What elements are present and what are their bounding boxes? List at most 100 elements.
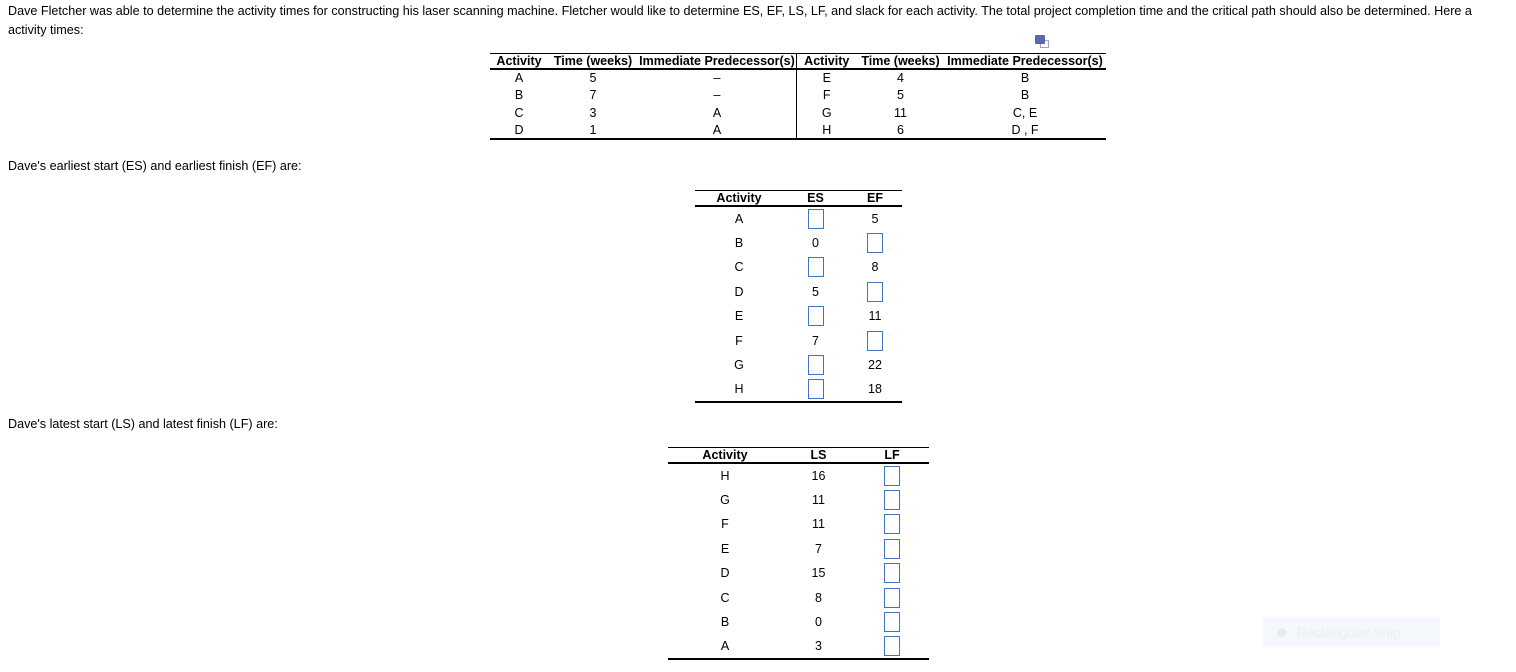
es-input-A[interactable] — [807, 208, 824, 229]
cell-es: 5 — [812, 284, 819, 299]
lf-input-G[interactable] — [884, 489, 900, 510]
lf-input-E[interactable] — [884, 538, 900, 559]
header-row: Activity Time (weeks) Immediate Predeces… — [490, 53, 796, 70]
cell-predecessor: A — [712, 122, 722, 137]
table-row: A 5 – — [490, 69, 796, 87]
col-header-ef: EF — [848, 190, 902, 207]
cell-activity: G — [734, 358, 744, 373]
activity-table-left: Activity Time (weeks) Immediate Predeces… — [490, 53, 796, 140]
lf-input-A[interactable] — [884, 636, 900, 657]
problem-statement: Dave Fletcher was able to determine the … — [8, 2, 1516, 40]
cell-ls: 16 — [811, 468, 826, 483]
activity-times-table: Activity Time (weeks) Immediate Predeces… — [490, 53, 1106, 140]
es-input-E[interactable] — [807, 306, 824, 327]
cell-time: 1 — [589, 122, 597, 137]
cell-activity: A — [514, 71, 524, 86]
cell-activity: G — [821, 105, 832, 120]
col-header-activity: Activity — [796, 53, 857, 70]
cell-ls: 11 — [812, 517, 825, 532]
table-row: G 11 — [668, 488, 929, 513]
es-input-H[interactable] — [807, 379, 824, 400]
table-row: B 0 — [668, 610, 929, 635]
table-row: E 4 B — [797, 69, 1106, 87]
cell-activity: F — [721, 517, 729, 532]
cell-activity: C — [734, 260, 744, 275]
ef-input-D[interactable] — [867, 281, 883, 302]
col-header-time: Time (weeks) — [856, 53, 945, 70]
cell-time: 11 — [894, 105, 907, 120]
cell-ef: 22 — [868, 358, 882, 373]
table-row: E 11 — [695, 304, 902, 329]
cell-ls: 0 — [815, 615, 822, 630]
cell-predecessor: B — [1020, 71, 1030, 86]
cell-time: 5 — [589, 71, 597, 86]
cell-predecessor: – — [713, 71, 721, 86]
cell-activity: H — [822, 122, 832, 137]
header-row: Activity Time (weeks) Immediate Predeces… — [796, 53, 1106, 70]
lf-input-B[interactable] — [884, 612, 900, 633]
table-row: F 5 B — [797, 87, 1106, 105]
cell-es: 0 — [812, 235, 819, 250]
lf-input-F[interactable] — [884, 514, 900, 535]
header-row: Activity ES EF — [695, 190, 902, 207]
cell-time: 6 — [897, 122, 904, 137]
cell-activity: D — [720, 566, 730, 581]
col-header-ls: LS — [782, 447, 855, 464]
cell-predecessor: B — [1020, 88, 1030, 103]
cell-time: 3 — [589, 105, 597, 120]
cell-activity: A — [734, 211, 744, 226]
es-input-C[interactable] — [807, 257, 824, 278]
cell-predecessor: D , F — [1011, 122, 1039, 137]
table-row: B 0 — [695, 231, 902, 256]
cell-predecessor: C, E — [1012, 105, 1038, 120]
esef-table: Activity ES EF A 5 B 0 C 8 D 5 E 11 — [695, 190, 902, 403]
table-row: F 11 — [668, 512, 929, 537]
table-row: G 22 — [695, 353, 902, 378]
cell-time: 7 — [589, 88, 597, 103]
lf-input-H[interactable] — [884, 465, 900, 486]
lf-input-D[interactable] — [884, 563, 900, 584]
cell-ls: 8 — [815, 590, 822, 605]
table-row: E 7 — [668, 537, 929, 562]
cell-ls: 11 — [812, 492, 825, 507]
ef-input-B[interactable] — [867, 232, 883, 253]
cell-ef: 8 — [871, 260, 879, 275]
cell-ls: 7 — [815, 541, 822, 556]
cell-activity: B — [514, 88, 524, 103]
ef-input-F[interactable] — [867, 330, 883, 351]
cell-activity: E — [734, 309, 744, 324]
cell-time: 5 — [897, 88, 904, 103]
table-row: F 7 — [695, 329, 902, 354]
es-input-G[interactable] — [807, 355, 824, 376]
cell-es: 7 — [812, 333, 819, 348]
problem-statement-line1: Dave Fletcher was able to determine the … — [8, 4, 1472, 18]
activity-table-right: Activity Time (weeks) Immediate Predeces… — [796, 53, 1106, 140]
esef-caption: Dave's earliest start (ES) and earliest … — [8, 159, 302, 173]
snip-dot-icon — [1277, 627, 1286, 637]
cell-activity: D — [734, 284, 744, 299]
header-row: Activity LS LF — [668, 447, 929, 464]
table-row: D 1 A — [490, 122, 796, 140]
table-row: C 8 — [668, 586, 929, 611]
snip-toast-label: Rectangular Snip — [1297, 624, 1401, 640]
copy-icon-front-rect — [1035, 35, 1045, 44]
cell-activity: E — [822, 71, 831, 86]
copy-icon[interactable] — [1035, 35, 1050, 49]
table-row: B 7 – — [490, 87, 796, 105]
cell-ef: 11 — [868, 309, 882, 324]
cell-activity: E — [720, 541, 730, 556]
cell-ls: 15 — [811, 566, 826, 581]
cell-activity: D — [514, 122, 524, 137]
table-row: H 6 D , F — [797, 122, 1106, 140]
cell-time: 4 — [897, 71, 904, 86]
cell-activity: H — [734, 382, 744, 397]
table-row: D 5 — [695, 280, 902, 305]
lf-input-C[interactable] — [884, 587, 900, 608]
col-header-lf: LF — [855, 447, 929, 464]
cell-activity: B — [720, 615, 730, 630]
col-header-es: ES — [783, 190, 848, 207]
cell-predecessor: A — [712, 105, 722, 120]
cell-ef: 18 — [868, 382, 882, 397]
problem-statement-line2: activity times: — [8, 23, 84, 37]
